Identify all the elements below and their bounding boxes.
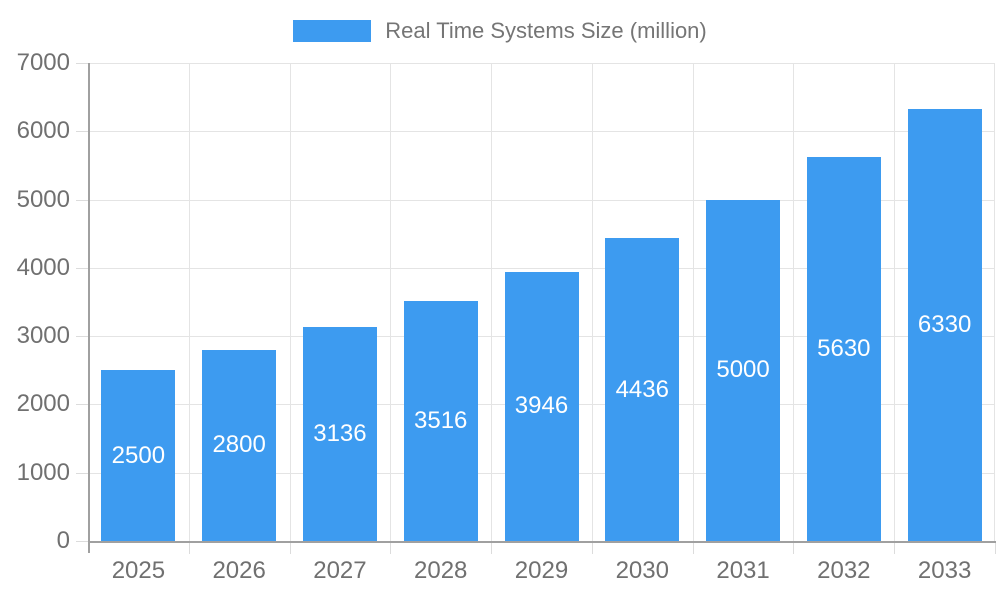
x-tick bbox=[894, 543, 896, 554]
bar[interactable] bbox=[403, 300, 478, 541]
bar-value-label: 3516 bbox=[414, 406, 468, 434]
gridline-v bbox=[994, 63, 995, 541]
x-tick bbox=[289, 543, 291, 554]
x-axis-label: 2027 bbox=[313, 557, 367, 584]
y-tick bbox=[76, 267, 88, 269]
gridline-v bbox=[591, 63, 593, 541]
x-axis-label: 2032 bbox=[817, 557, 871, 584]
bar[interactable] bbox=[101, 370, 176, 541]
x-axis-label: 2031 bbox=[716, 557, 770, 584]
gridline-v bbox=[894, 63, 896, 541]
x-axis-line bbox=[88, 541, 996, 543]
gridline-v bbox=[390, 63, 392, 541]
legend-label: Real Time Systems Size (million) bbox=[385, 18, 707, 43]
gridline-v bbox=[793, 63, 795, 541]
bar-value-label: 5630 bbox=[817, 334, 871, 362]
bar[interactable] bbox=[706, 199, 781, 541]
bar[interactable] bbox=[202, 349, 277, 541]
y-tick bbox=[76, 131, 88, 133]
y-axis-label: 3000 bbox=[16, 322, 70, 350]
x-axis-label: 2029 bbox=[514, 557, 569, 584]
gridline-v bbox=[491, 63, 493, 541]
bar[interactable] bbox=[504, 271, 579, 541]
chart-legend: Real Time Systems Size (million) bbox=[0, 18, 1000, 44]
x-tick bbox=[491, 543, 493, 554]
x-axis-label: 2028 bbox=[414, 557, 468, 584]
x-axis-label: 2026 bbox=[212, 557, 266, 584]
bar[interactable] bbox=[907, 108, 982, 541]
x-axis-label: 2030 bbox=[615, 557, 669, 584]
bar-value-label: 6330 bbox=[917, 310, 972, 338]
x-tick bbox=[995, 543, 996, 554]
y-axis-label: 1000 bbox=[16, 458, 70, 486]
x-tick bbox=[390, 543, 392, 554]
bar[interactable] bbox=[806, 156, 881, 541]
gridline-v bbox=[188, 63, 190, 541]
y-tick bbox=[76, 472, 88, 474]
bar-value-label: 3946 bbox=[514, 392, 569, 420]
y-axis-label: 2000 bbox=[16, 390, 70, 418]
x-axis-label: 2025 bbox=[111, 557, 166, 584]
x-tick bbox=[591, 543, 593, 554]
bar-value-label: 3136 bbox=[313, 419, 367, 447]
bar[interactable] bbox=[605, 238, 680, 541]
gridline-h bbox=[88, 199, 995, 201]
x-tick bbox=[188, 543, 190, 554]
y-tick bbox=[76, 336, 88, 338]
y-tick bbox=[76, 199, 88, 201]
gridline-v bbox=[289, 63, 291, 541]
bar[interactable] bbox=[302, 326, 377, 541]
legend-item-series[interactable]: Real Time Systems Size (million) bbox=[293, 18, 707, 44]
y-axis-label: 5000 bbox=[16, 185, 70, 213]
bar-value-label: 2800 bbox=[212, 431, 266, 459]
x-axis-label: 2033 bbox=[917, 557, 972, 584]
y-axis-line bbox=[88, 63, 90, 553]
legend-swatch bbox=[293, 20, 372, 42]
bar-value-label: 4436 bbox=[615, 375, 669, 403]
gridline-h bbox=[88, 131, 995, 133]
y-tick bbox=[76, 541, 88, 542]
gridline-h bbox=[88, 267, 995, 269]
y-axis-label: 0 bbox=[56, 527, 70, 554]
y-tick bbox=[76, 404, 88, 406]
bar-value-label: 5000 bbox=[716, 356, 770, 384]
x-tick bbox=[793, 543, 795, 554]
y-axis-label: 7000 bbox=[16, 49, 70, 76]
bar-value-label: 2500 bbox=[111, 441, 166, 469]
y-axis-label: 6000 bbox=[16, 117, 70, 145]
gridline-v bbox=[692, 63, 694, 541]
x-tick bbox=[692, 543, 694, 554]
gridline-h bbox=[88, 63, 995, 64]
y-axis-label: 4000 bbox=[16, 253, 70, 281]
y-tick bbox=[76, 63, 88, 64]
